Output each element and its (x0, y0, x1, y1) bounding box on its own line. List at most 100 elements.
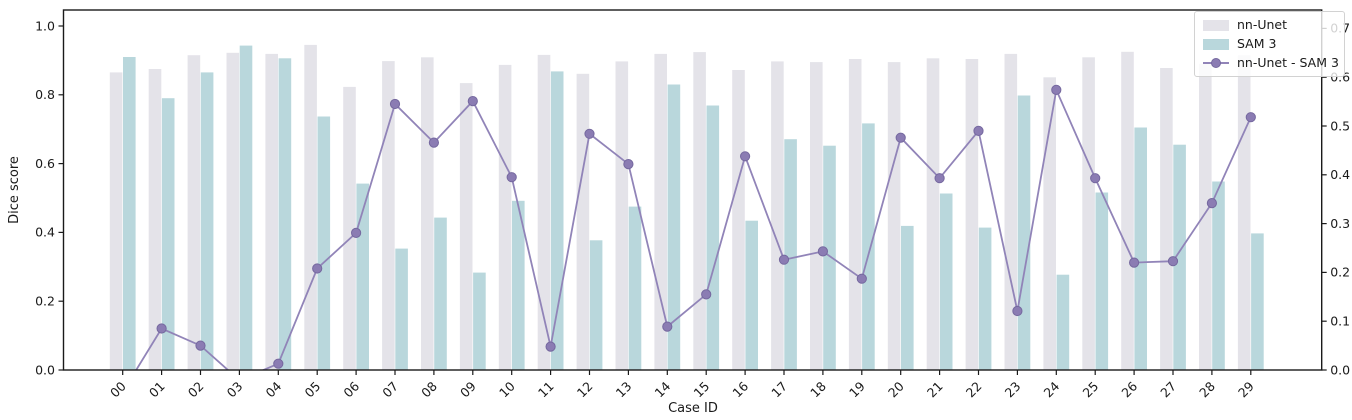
bar-nn-unet-19 (848, 59, 862, 370)
x-tick-label-27: 27 (1157, 379, 1179, 401)
bar-sam3-20 (901, 225, 914, 370)
x-tick-label-15: 15 (690, 379, 712, 401)
x-tick-label-09: 09 (457, 378, 479, 400)
diff-point-05 (312, 263, 323, 274)
bar-sam3-03 (239, 45, 253, 370)
legend-label-diff: nn-Unet - SAM 3 (1237, 55, 1339, 70)
bar-sam3-01 (161, 98, 175, 370)
diff-point-07 (389, 98, 401, 110)
left-tick-label: 0.8 (35, 87, 55, 102)
x-tick-label-14: 14 (652, 378, 674, 400)
diff-point-27 (1167, 256, 1179, 267)
diff-point-22 (973, 125, 984, 136)
bar-nn-unet-17 (771, 61, 784, 371)
diff-point-20 (895, 132, 906, 143)
bar-nn-unet-18 (810, 62, 823, 370)
bar-sam3-08 (434, 217, 447, 370)
x-tick-label-29: 29 (1235, 378, 1257, 400)
x-tick-label-04: 04 (263, 378, 285, 400)
left-tick-label: 0.6 (35, 156, 55, 171)
plot-border (62, 9, 1323, 371)
bar-sam3-14 (667, 84, 681, 370)
bar-sam3-21 (939, 193, 953, 370)
legend-label-nn-unet: nn-Unet (1237, 17, 1288, 32)
legend-entry-nn-unet: nn-Unet (1203, 18, 1335, 32)
diff-point-09 (467, 96, 478, 107)
bar-nn-unet-16 (732, 70, 745, 370)
bar-sam3-09 (473, 272, 486, 370)
bar-nn-unet-02 (187, 55, 201, 370)
legend-swatch-nn-unet (1203, 19, 1229, 31)
x-tick-label-07: 07 (379, 379, 401, 401)
bar-sam3-27 (1173, 144, 1186, 370)
bar-sam3-29 (1251, 233, 1264, 370)
bar-nn-unet-24 (1043, 77, 1056, 371)
x-tick-label-26: 26 (1118, 378, 1140, 400)
right-tick-label: 0.1 (1330, 314, 1350, 329)
bar-nn-unet-09 (459, 83, 473, 370)
bar-sam3-05 (317, 116, 331, 370)
bar-sam3-11 (550, 71, 564, 371)
x-tick-label-08: 08 (418, 378, 440, 400)
right-tick-label: 0.4 (1330, 167, 1350, 182)
diff-point-26 (1129, 257, 1140, 268)
diff-point-29 (1245, 112, 1256, 123)
x-tick-label-20: 20 (885, 378, 907, 400)
bar-sam3-15 (706, 105, 720, 370)
left-tick-label: 1.0 (35, 18, 55, 33)
diff-point-23 (1012, 305, 1023, 317)
right-tick-label: 0.0 (1330, 362, 1350, 377)
x-tick-label-03: 03 (224, 379, 246, 401)
x-tick-label-16: 16 (729, 378, 751, 400)
x-tick-label-06: 06 (340, 378, 362, 400)
diff-point-28 (1206, 198, 1218, 209)
legend: nn-Unet SAM 3 nn-Unet - SAM 3 (1194, 11, 1345, 77)
diff-point-10 (506, 172, 517, 183)
left-tick-label: 0.4 (35, 225, 55, 240)
legend-line-sample-icon (1203, 58, 1229, 69)
x-tick-label-01: 01 (146, 379, 168, 401)
x-tick-label-18: 18 (807, 378, 829, 400)
diff-point-15 (701, 289, 712, 300)
legend-entry-diff: nn-Unet - SAM 3 (1203, 56, 1339, 70)
axes-ticks: 0.00.20.40.60.81.00.00.10.20.30.40.50.60… (35, 18, 1350, 400)
bar-nn-unet-00 (109, 72, 123, 371)
legend-entry-sam3: SAM 3 (1203, 37, 1335, 51)
diff-point-06 (351, 227, 362, 238)
x-axis-label: Case ID (668, 401, 718, 416)
bar-nn-unet-12 (576, 73, 590, 371)
x-tick-label-02: 02 (185, 379, 207, 401)
bar-sam3-13 (628, 206, 642, 370)
x-tick-label-12: 12 (574, 379, 596, 401)
diff-point-16 (740, 151, 751, 162)
bar-nn-unet-25 (1082, 57, 1095, 371)
bar-nn-unet-20 (887, 62, 901, 370)
bar-nn-unet-23 (1004, 53, 1018, 371)
bar-nn-unet-29 (1237, 55, 1251, 370)
bar-sam3-28 (1212, 181, 1225, 370)
bar-nn-unet-01 (148, 69, 162, 370)
x-tick-label-13: 13 (613, 379, 635, 401)
left-tick-label: 0.0 (35, 362, 55, 377)
legend-swatch-sam3 (1203, 38, 1229, 50)
y-axis-label: Dice score (7, 156, 22, 224)
bar-sam3-12 (589, 240, 603, 370)
bar-sam3-02 (200, 72, 214, 371)
diff-point-13 (623, 159, 634, 170)
right-tick-label: 0.2 (1330, 265, 1350, 280)
bar-nn-unet-13 (615, 61, 629, 371)
bars-layer (109, 44, 1264, 371)
right-tick-label: 0.3 (1330, 216, 1350, 231)
x-tick-label-10: 10 (496, 378, 518, 400)
diff-point-17 (778, 254, 790, 265)
bar-sam3-18 (823, 145, 836, 370)
bar-sam3-22 (978, 227, 992, 370)
diff-point-14 (662, 321, 673, 332)
diff-line-layer (135, 84, 1256, 370)
x-tick-label-11: 11 (535, 379, 557, 401)
bar-nn-unet-21 (926, 58, 940, 371)
bar-nn-unet-04 (265, 53, 278, 371)
bar-nn-unet-10 (498, 64, 512, 371)
